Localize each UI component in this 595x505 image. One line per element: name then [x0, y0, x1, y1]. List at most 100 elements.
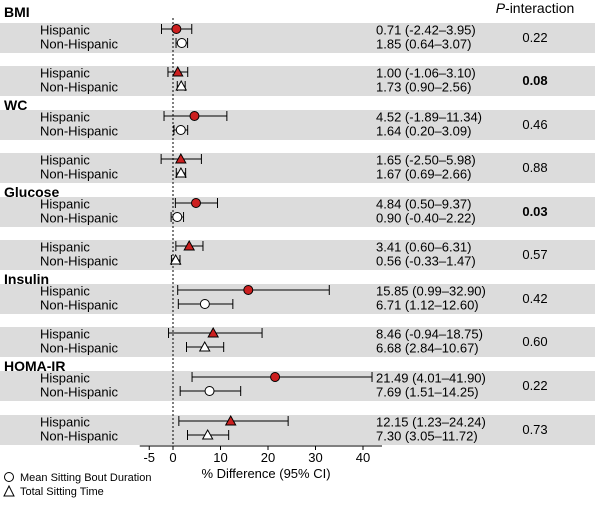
estimate-triangle-nonhispanic	[169, 253, 182, 265]
estimate-triangle-hispanic	[224, 414, 237, 426]
ci-text: 1.73 (0.90–2.56)	[376, 80, 471, 95]
ci-text: 1.85 (0.64–3.07)	[376, 37, 471, 52]
legend-triangle-icon	[3, 484, 15, 497]
row-band	[0, 110, 595, 126]
x-tick-label: 20	[261, 450, 275, 465]
ci-text-column: 0.71 (-2.42–3.95)1.85 (0.64–3.07) 1.00 (-…	[376, 23, 486, 444]
estimate-triangle-hispanic	[174, 152, 187, 164]
estimate-circle-nonhispanic	[172, 212, 183, 222]
row-band	[0, 341, 595, 357]
group-label: Hispanic	[40, 371, 90, 386]
x-tick-label: 40	[356, 450, 370, 465]
x-tick-label: -5	[143, 450, 155, 465]
ci-text: 21.49 (4.01–41.90)	[376, 371, 486, 386]
row-bands	[0, 23, 595, 445]
estimate-circle-nonhispanic	[175, 125, 186, 135]
group-label: Hispanic	[40, 23, 90, 38]
legend: Mean Sitting Bout Duration Total Sitting …	[3, 472, 151, 498]
ci-text: 4.52 (-1.89–11.34)	[376, 110, 482, 125]
p-interaction-values: 0.22 0.08 0.46 0.88 0.03 0.57 0.42 0.60 0.22 0.73	[522, 30, 547, 437]
group-label: Hispanic	[40, 240, 90, 255]
group-label: Hispanic	[40, 415, 90, 430]
row-band	[0, 66, 595, 82]
estimate-circle-nonhispanic	[176, 38, 187, 48]
ci-text: 0.71 (-2.42–3.95)	[376, 23, 476, 38]
section-title: HOMA-IR	[4, 358, 65, 374]
group-label: Hispanic	[40, 327, 90, 342]
row-band	[0, 80, 595, 96]
legend-label: Total Sitting Time	[20, 486, 104, 498]
ci-text: 1.65 (-2.50–5.98)	[376, 153, 476, 168]
p-interaction-value: 0.73	[522, 422, 547, 437]
estimate-triangle-hispanic	[171, 65, 184, 77]
row-band	[0, 197, 595, 213]
row-band	[0, 240, 595, 256]
group-label: Non-Hispanic	[40, 254, 119, 269]
p-interaction-value: 0.03	[522, 204, 547, 219]
p-interaction-value: 0.22	[522, 30, 547, 45]
row-band	[0, 284, 595, 300]
estimate-triangle-hispanic	[207, 326, 220, 338]
row-band	[0, 153, 595, 169]
group-label: Non-Hispanic	[40, 429, 119, 444]
group-label: Non-Hispanic	[40, 385, 119, 400]
row-band	[0, 23, 595, 39]
p-interaction-value: 0.60	[522, 334, 547, 349]
legend-label: Mean Sitting Bout Duration	[20, 472, 151, 484]
x-tick-label: 10	[213, 450, 227, 465]
row-band	[0, 167, 595, 183]
ci-text: 1.64 (0.20–3.09)	[376, 124, 471, 139]
p-interaction-value: 0.46	[522, 117, 547, 132]
group-label: Hispanic	[40, 66, 90, 81]
row-band	[0, 385, 595, 401]
row-band	[0, 124, 595, 140]
row-band	[0, 371, 595, 387]
estimate-triangle-nonhispanic	[175, 166, 187, 178]
group-label: Non-Hispanic	[40, 167, 119, 182]
ci-text: 12.15 (1.23–24.24)	[376, 415, 486, 430]
p-interaction-header: P-interaction	[496, 0, 575, 16]
estimate-circle-hispanic	[243, 285, 254, 295]
group-label: Non-Hispanic	[40, 211, 119, 226]
ci-text: 3.41 (0.60–6.31)	[376, 240, 471, 255]
p-interaction-value: 0.57	[522, 247, 547, 262]
p-interaction-header-prefix: P	[496, 0, 506, 16]
ci-text: 1.00 (-1.06–3.10)	[376, 66, 476, 81]
section-title: WC	[4, 97, 27, 113]
section-title: Glucose	[4, 184, 59, 200]
estimate-circle-nonhispanic	[204, 386, 215, 396]
group-label: Non-Hispanic	[40, 124, 119, 139]
estimate-circle-hispanic	[171, 24, 182, 34]
group-label: Non-Hispanic	[40, 341, 119, 356]
x-tick-label: 30	[308, 450, 322, 465]
estimate-triangle-nonhispanic	[198, 340, 211, 352]
estimate-circle-hispanic	[270, 372, 281, 382]
x-axis: -5 0 10 20 30 40	[139, 445, 382, 465]
group-label: Non-Hispanic	[40, 80, 119, 95]
estimate-circle-nonhispanic	[199, 299, 210, 309]
ci-text: 6.68 (2.84–10.67)	[376, 341, 479, 356]
row-band	[0, 415, 595, 431]
group-label: Hispanic	[40, 284, 90, 299]
section-title: BMI	[4, 4, 30, 20]
section-titles: BMI WC Glucose Insulin HOMA-IR	[4, 4, 65, 374]
group-label: Non-Hispanic	[40, 298, 119, 313]
group-label: Hispanic	[40, 197, 90, 212]
ci-text: 6.71 (1.12–12.60)	[376, 298, 479, 313]
group-labels: HispanicNon-HispanicHispanicNon-Hispanic…	[40, 23, 119, 444]
row-band	[0, 211, 595, 227]
row-band	[0, 327, 595, 343]
estimate-triangle-nonhispanic	[201, 428, 214, 440]
section-title: Insulin	[4, 271, 49, 287]
estimate-triangle-hispanic	[183, 239, 196, 251]
row-band	[0, 254, 595, 270]
group-label: Non-Hispanic	[40, 37, 119, 52]
ci-text: 7.30 (3.05–11.72)	[376, 429, 478, 444]
ci-text: 4.84 (0.50–9.37)	[376, 197, 471, 212]
p-interaction-value: 0.22	[522, 378, 547, 393]
p-interaction-value: 0.08	[522, 73, 547, 88]
ci-text: 7.69 (1.51–14.25)	[376, 385, 479, 400]
row-band	[0, 429, 595, 445]
group-label: Hispanic	[40, 110, 90, 125]
